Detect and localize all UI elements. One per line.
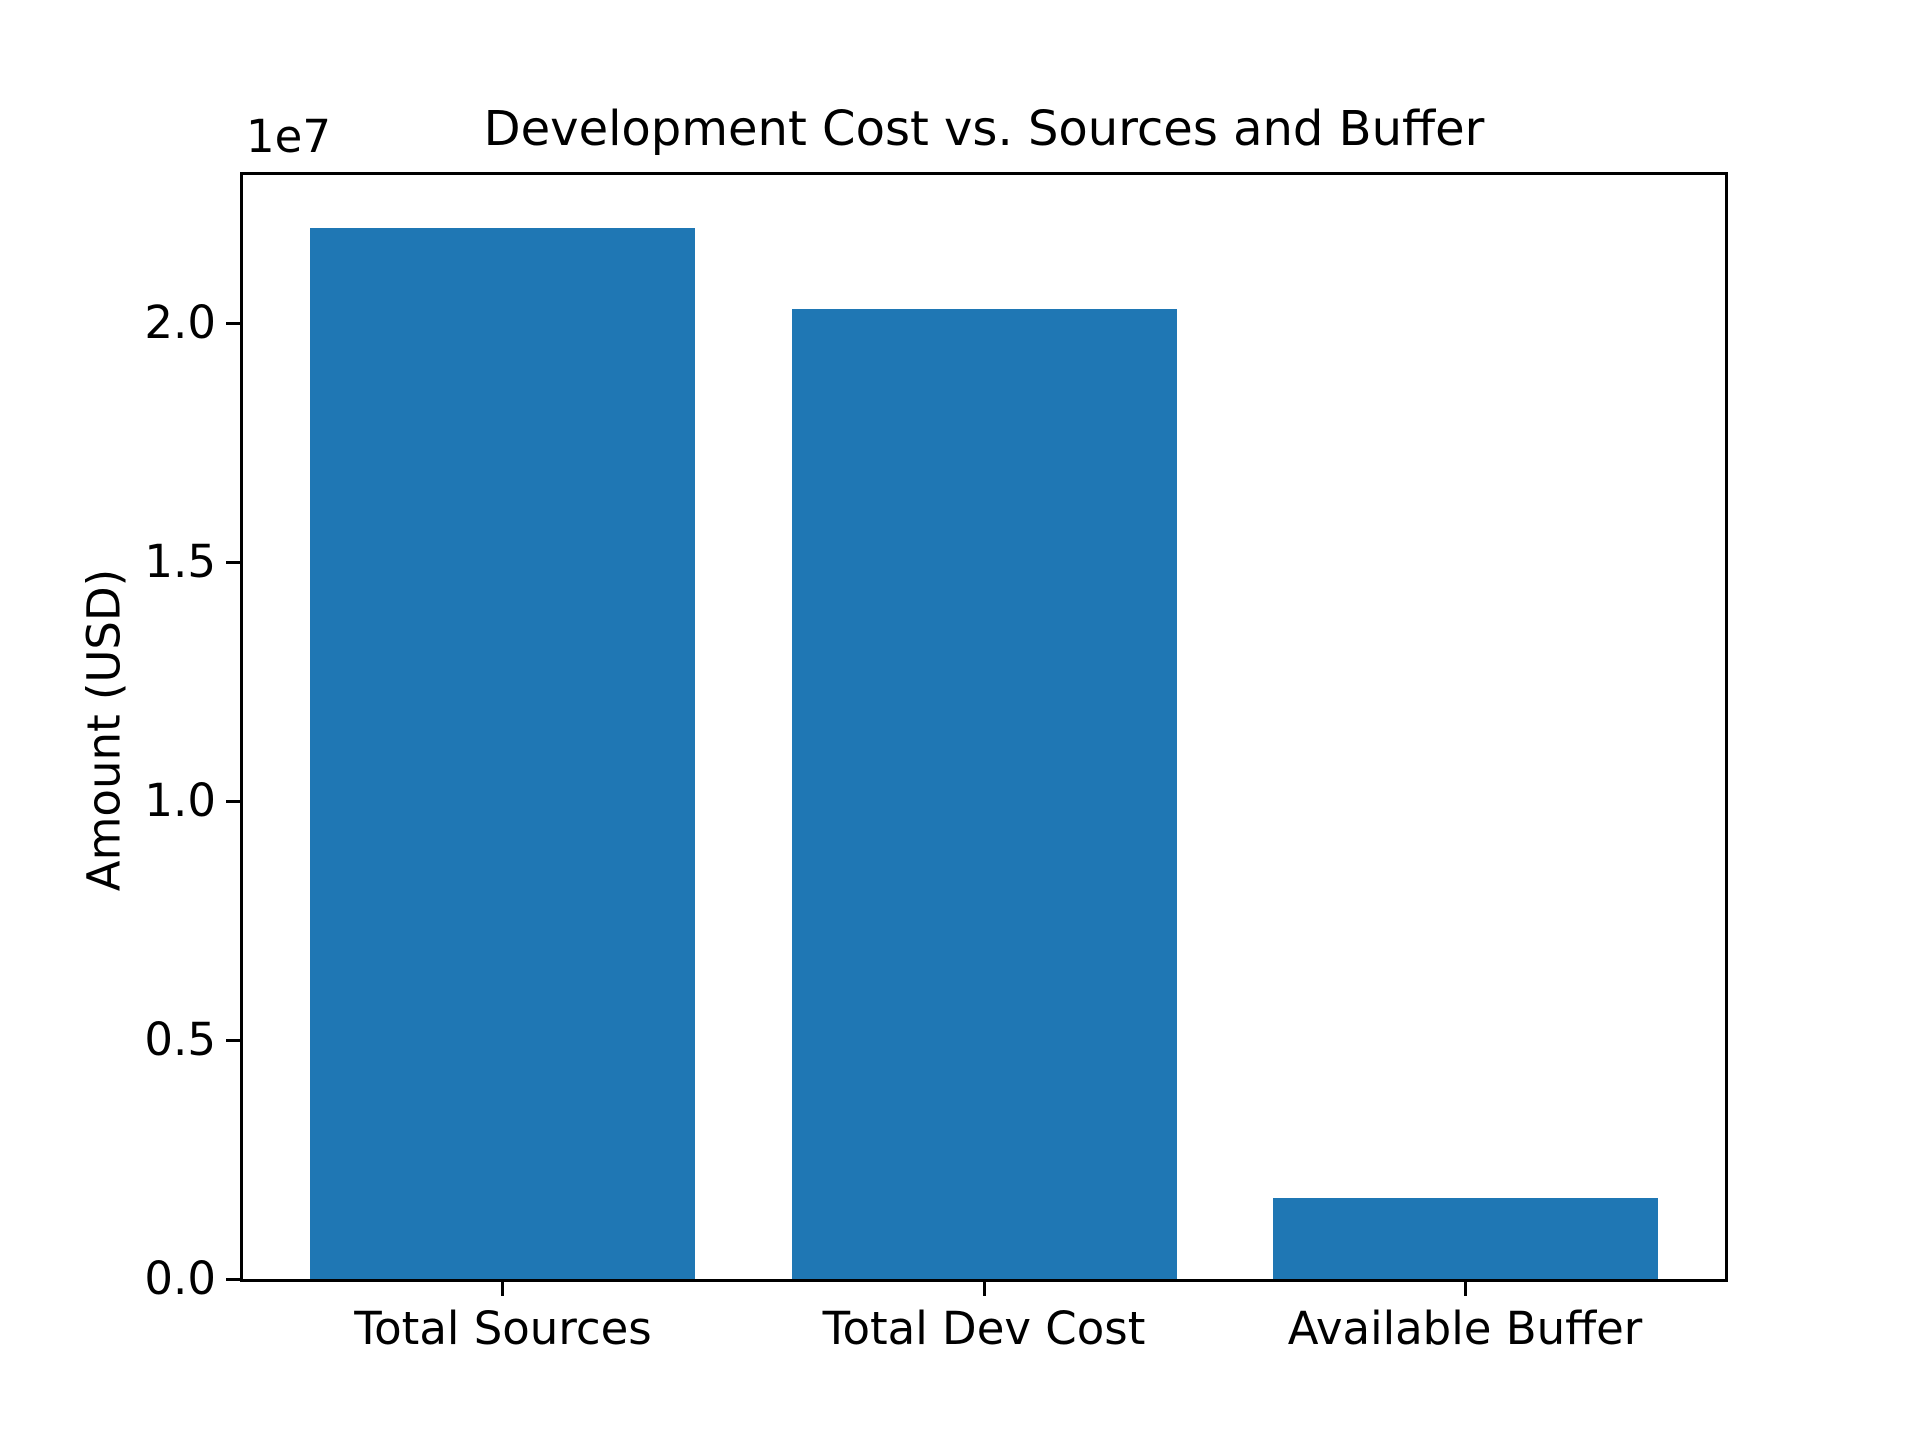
bar-available-buffer bbox=[1273, 1198, 1658, 1279]
y-tick-mark bbox=[226, 1278, 240, 1281]
y-tick-mark bbox=[226, 800, 240, 803]
x-tick-label-available-buffer: Available Buffer bbox=[1287, 1302, 1643, 1355]
y-tick-mark bbox=[226, 1039, 240, 1042]
x-tick-mark bbox=[983, 1282, 986, 1296]
y-tick-label: 0.0 bbox=[144, 1252, 216, 1305]
bars-layer bbox=[243, 175, 1725, 1279]
y-tick-mark bbox=[226, 561, 240, 564]
y-tick-label: 1.5 bbox=[144, 535, 216, 588]
chart-title: Development Cost vs. Sources and Buffer bbox=[483, 101, 1485, 157]
y-axis-label: Amount (USD) bbox=[77, 568, 131, 892]
bar-total-dev-cost bbox=[792, 309, 1177, 1279]
y-tick-label: 1.0 bbox=[144, 774, 216, 827]
x-tick-label-total-dev-cost: Total Dev Cost bbox=[822, 1302, 1146, 1355]
x-tick-mark bbox=[1464, 1282, 1467, 1296]
y-tick-label: 2.0 bbox=[144, 296, 216, 349]
plot-area bbox=[240, 172, 1728, 1282]
y-axis-offset-label: 1e7 bbox=[246, 110, 331, 163]
x-tick-mark bbox=[501, 1282, 504, 1296]
y-tick-label: 0.5 bbox=[144, 1013, 216, 1066]
y-tick-mark bbox=[226, 322, 240, 325]
x-tick-label-total-sources: Total Sources bbox=[354, 1302, 652, 1355]
bar-total-sources bbox=[310, 228, 695, 1279]
